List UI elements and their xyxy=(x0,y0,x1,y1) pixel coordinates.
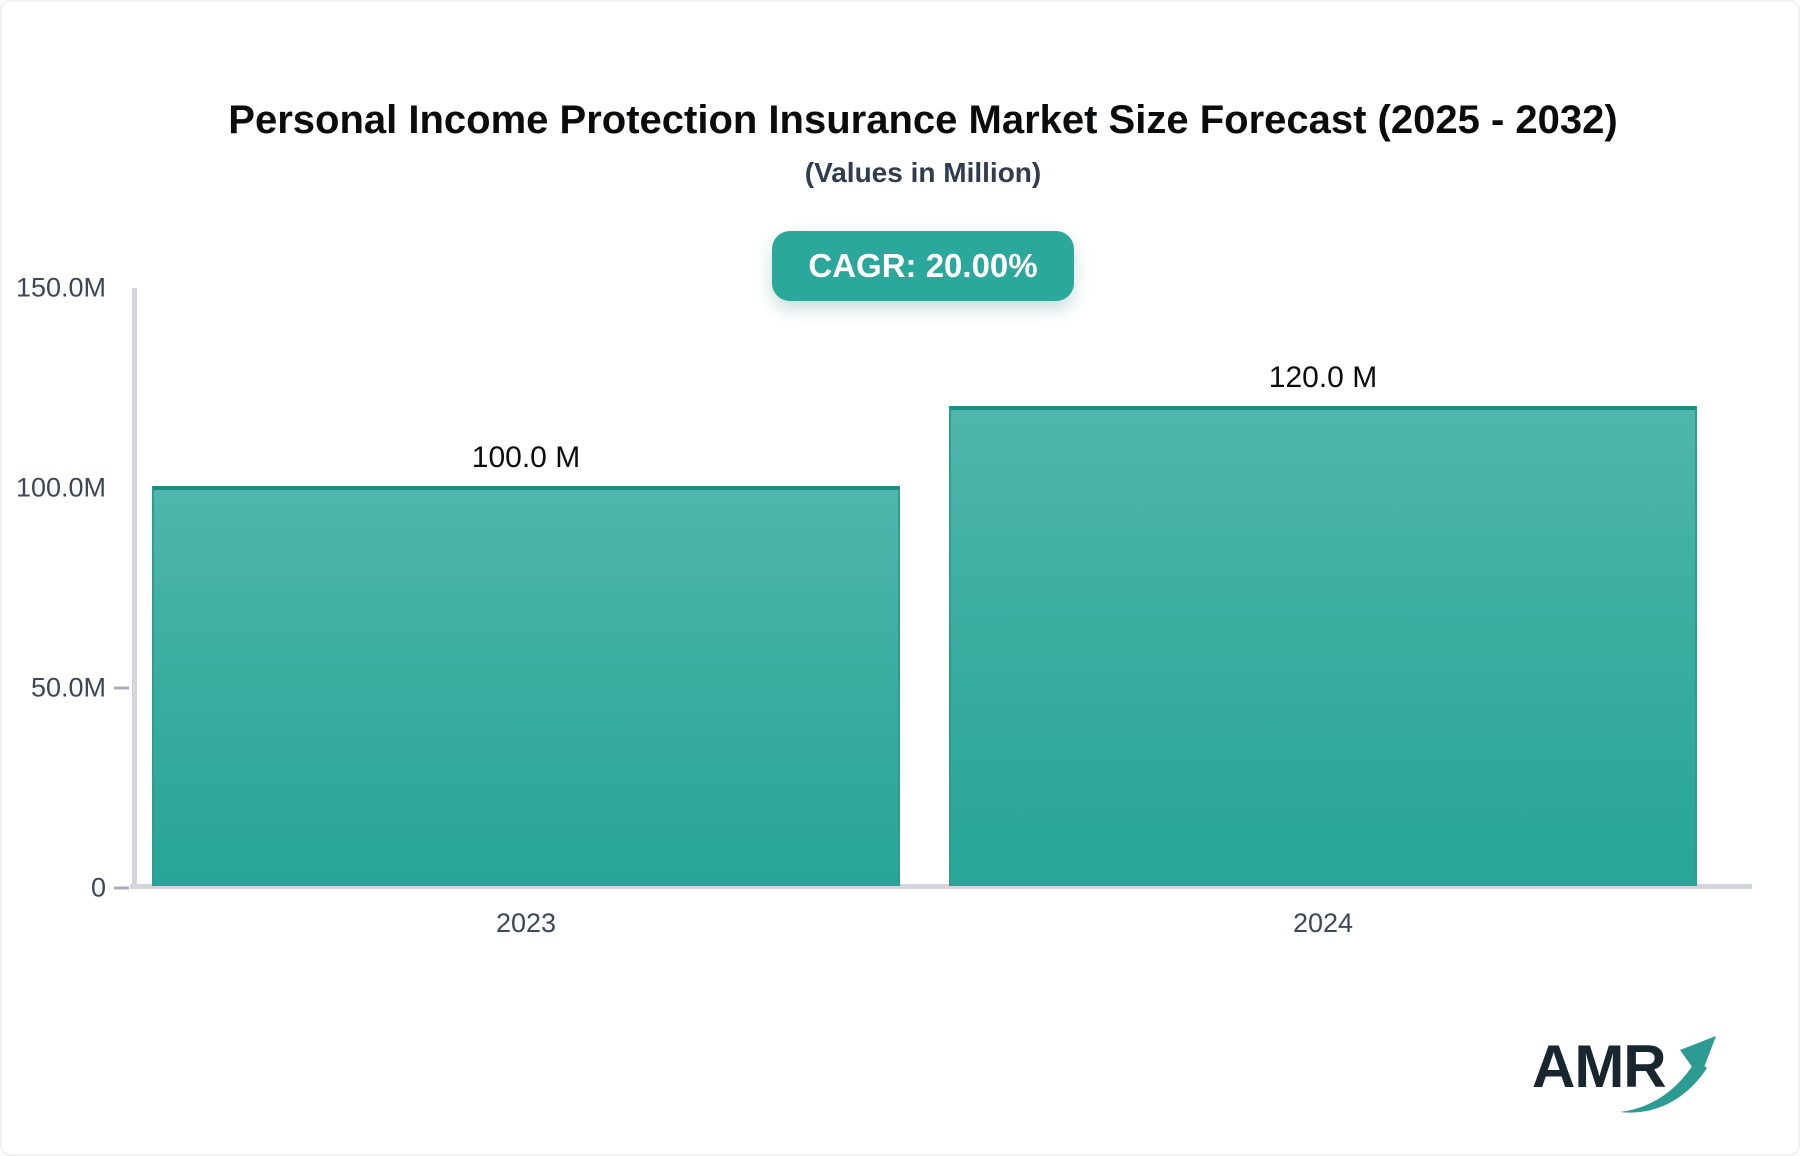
x-axis-category-label: 2024 xyxy=(1292,908,1354,938)
y-axis-line xyxy=(132,288,137,888)
y-axis-tick-mark xyxy=(114,886,129,890)
chart-header: Personal Income Protection Insurance Mar… xyxy=(48,2,1798,301)
x-axis-line xyxy=(130,884,1752,889)
y-axis-tick-label: 0 xyxy=(90,872,106,903)
amr-logo-text: AMR xyxy=(1532,1033,1667,1100)
cagr-badge: CAGR: 20.00% xyxy=(772,231,1074,301)
bar-2024 xyxy=(949,406,1697,886)
chart-subtitle: (Values in Million) xyxy=(804,157,1042,188)
bar-2023 xyxy=(152,486,900,886)
y-axis-tick-label: 150.0M xyxy=(15,272,106,303)
bar-value-label: 100.0 M xyxy=(471,441,581,474)
bar-value-label: 120.0 M xyxy=(1268,361,1378,394)
x-axis-category-label: 2023 xyxy=(495,908,557,938)
y-axis-tick-label: 100.0M xyxy=(15,472,106,503)
amr-logo: AMR xyxy=(1532,1024,1732,1124)
chart-title: Personal Income Protection Insurance Mar… xyxy=(228,98,1618,142)
y-axis-tick-label: 50.0M xyxy=(30,672,106,703)
growth-arrow-icon xyxy=(1620,1036,1716,1113)
y-axis-tick-mark xyxy=(114,686,129,690)
